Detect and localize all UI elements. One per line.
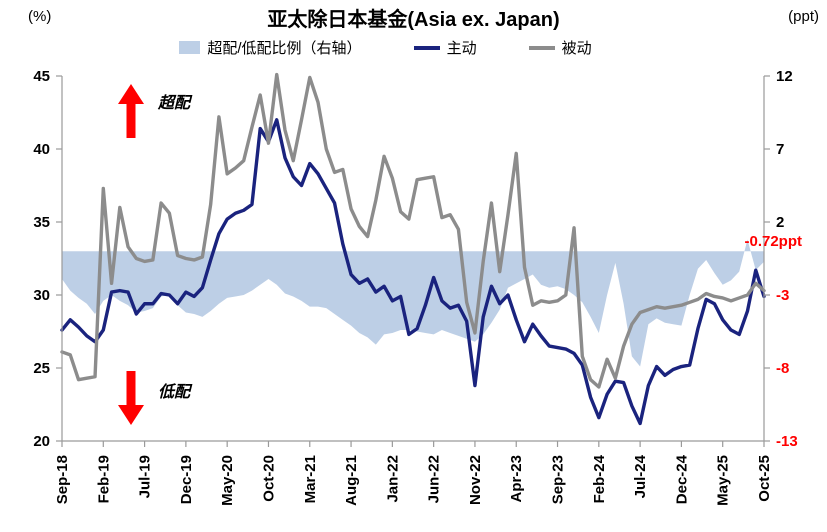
overweight-label: 超配 [158,95,191,112]
left-axis-unit: (%) [28,8,52,25]
x-axis-tick-label: May-20 [219,455,236,506]
legend: 超配/低配比例（右轴） 主动 被动 [0,37,799,58]
left-axis-tick-label: 40 [33,141,50,158]
legend-label-ratio: 超配/低配比例（右轴） [207,40,362,57]
x-axis-tick-label: Apr-23 [508,455,525,503]
x-axis-tick-label: Jan-22 [384,455,401,503]
overweight-up-arrow-icon [118,84,144,138]
x-axis-tick-label: Aug-21 [343,455,360,506]
left-axis-tick-label: 25 [33,360,50,377]
active-line-swatch-icon [413,45,440,50]
right-axis-tick-label: 12 [776,68,793,85]
x-axis-tick-label: Jul-19 [137,455,154,498]
x-axis-tick-label: Mar-21 [302,455,319,503]
legend-label-active: 主动 [446,40,477,57]
legend-item-passive: 被动 [528,37,592,58]
chart-title: 亚太除日本基金(Asia ex. Japan) [267,9,560,31]
x-axis-tick-label: Sep-18 [54,455,71,504]
legend-item-ratio: 超配/低配比例（右轴） [179,37,362,58]
left-axis-tick-label: 20 [33,433,50,450]
active-line-series [60,118,766,426]
left-axis-tick-label: 35 [33,214,50,231]
right-axis-tick-label: -8 [776,360,789,377]
left-axis-tick-label: 30 [33,287,50,304]
x-axis-tick-label: Jun-22 [426,455,443,503]
x-axis-tick-label: Oct-25 [756,455,773,502]
left-axis-tick-label: 45 [33,68,50,85]
legend-item-active: 主动 [413,37,477,58]
x-axis-tick-label: Oct-20 [260,455,277,502]
right-axis-tick-label: 2 [776,214,784,231]
underweight-down-arrow-icon [118,371,144,425]
right-axis-tick-label: -13 [776,433,798,450]
right-axis-tick-label: 7 [776,141,784,158]
x-axis-tick-label: Dec-24 [673,454,690,504]
x-axis-tick-label: Jul-24 [632,454,649,498]
x-axis-tick-label: Nov-22 [467,455,484,505]
ratio-area-series [62,239,764,367]
underweight-label: 低配 [158,384,191,401]
latest-ratio-value: -0.72ppt [744,233,802,250]
x-axis-tick-label: Feb-24 [591,454,608,503]
x-axis-tick-label: May-25 [715,455,732,506]
passive-line-swatch-icon [528,45,555,50]
passive-line-series [60,72,766,389]
x-axis-tick-label: Feb-19 [95,455,112,503]
right-axis-unit: (ppt) [788,8,819,25]
x-axis-tick-label: Sep-23 [550,455,567,504]
x-axis-tick-label: Dec-19 [178,455,195,504]
ratio-area-swatch-icon [179,41,201,54]
right-axis-tick-label: -3 [776,287,789,304]
legend-label-passive: 被动 [561,40,592,57]
